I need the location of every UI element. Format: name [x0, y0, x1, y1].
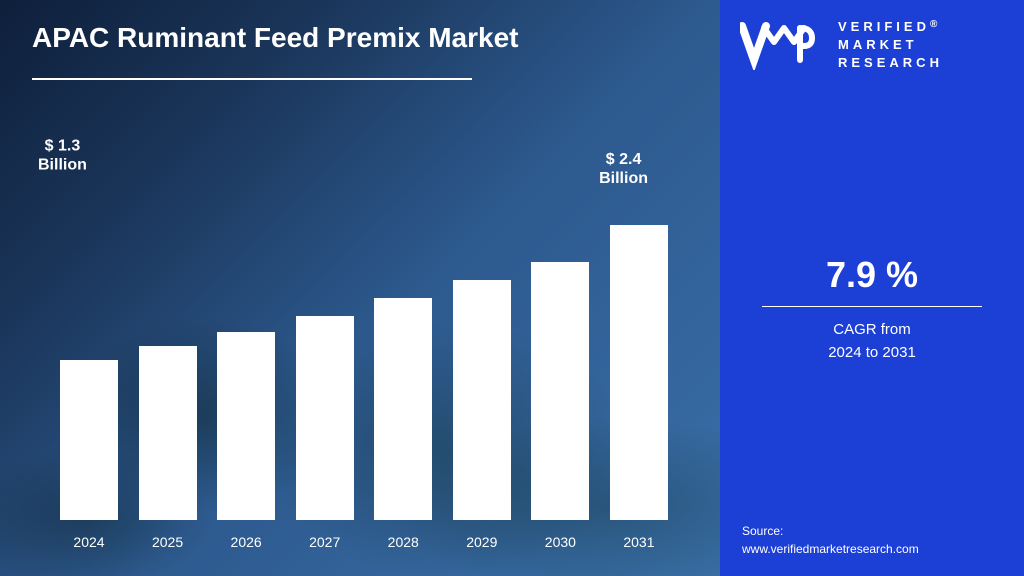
bar-year-label: 2026 [231, 534, 262, 550]
bar-chart: 2024 2025 2026 2027 2028 2029 2030 2031 [60, 160, 668, 520]
chart-panel: APAC Ruminant Feed Premix Market $ 1.3 B… [0, 0, 720, 576]
value-amount: $ 1.3 [45, 137, 81, 154]
bar: 2027 [296, 316, 354, 520]
bar-year-label: 2025 [152, 534, 183, 550]
bar: 2030 [531, 262, 589, 520]
cagr-caption: CAGR from 2024 to 2031 [720, 319, 1024, 364]
registered-icon: ® [930, 19, 937, 30]
logo-line1: VERIFIED [838, 19, 930, 34]
source-block: Source: www.verifiedmarketresearch.com [742, 522, 919, 558]
bar: 2025 [139, 346, 197, 520]
bar-year-label: 2028 [388, 534, 419, 550]
cagr-caption-line2: 2024 to 2031 [828, 344, 916, 361]
logo-mark-icon [740, 20, 828, 70]
cagr-block: 7.9 % CAGR from 2024 to 2031 [720, 254, 1024, 364]
bar-year-label: 2024 [73, 534, 104, 550]
bars-container: 2024 2025 2026 2027 2028 2029 2030 2031 [60, 160, 668, 520]
bar: 2024 [60, 360, 118, 520]
logo-text: VERIFIED® MARKET RESEARCH [838, 18, 943, 73]
bar: 2028 [374, 298, 432, 520]
source-label: Source: [742, 524, 783, 538]
bar-year-label: 2029 [466, 534, 497, 550]
bar-year-label: 2031 [623, 534, 654, 550]
info-panel: VERIFIED® MARKET RESEARCH 7.9 % CAGR fro… [720, 0, 1024, 576]
logo-line3: RESEARCH [838, 55, 943, 70]
bar: 2031 [610, 225, 668, 520]
bar: 2026 [217, 332, 275, 520]
bar: 2029 [453, 280, 511, 520]
logo-line2: MARKET [838, 37, 918, 52]
cagr-value: 7.9 % [720, 254, 1024, 296]
brand-logo: VERIFIED® MARKET RESEARCH [740, 18, 1004, 73]
cagr-divider [762, 306, 982, 307]
bar-year-label: 2027 [309, 534, 340, 550]
source-url: www.verifiedmarketresearch.com [742, 542, 919, 556]
title-underline [32, 78, 472, 80]
chart-title: APAC Ruminant Feed Premix Market [32, 22, 519, 54]
bar-year-label: 2030 [545, 534, 576, 550]
cagr-caption-line1: CAGR from [833, 321, 911, 338]
